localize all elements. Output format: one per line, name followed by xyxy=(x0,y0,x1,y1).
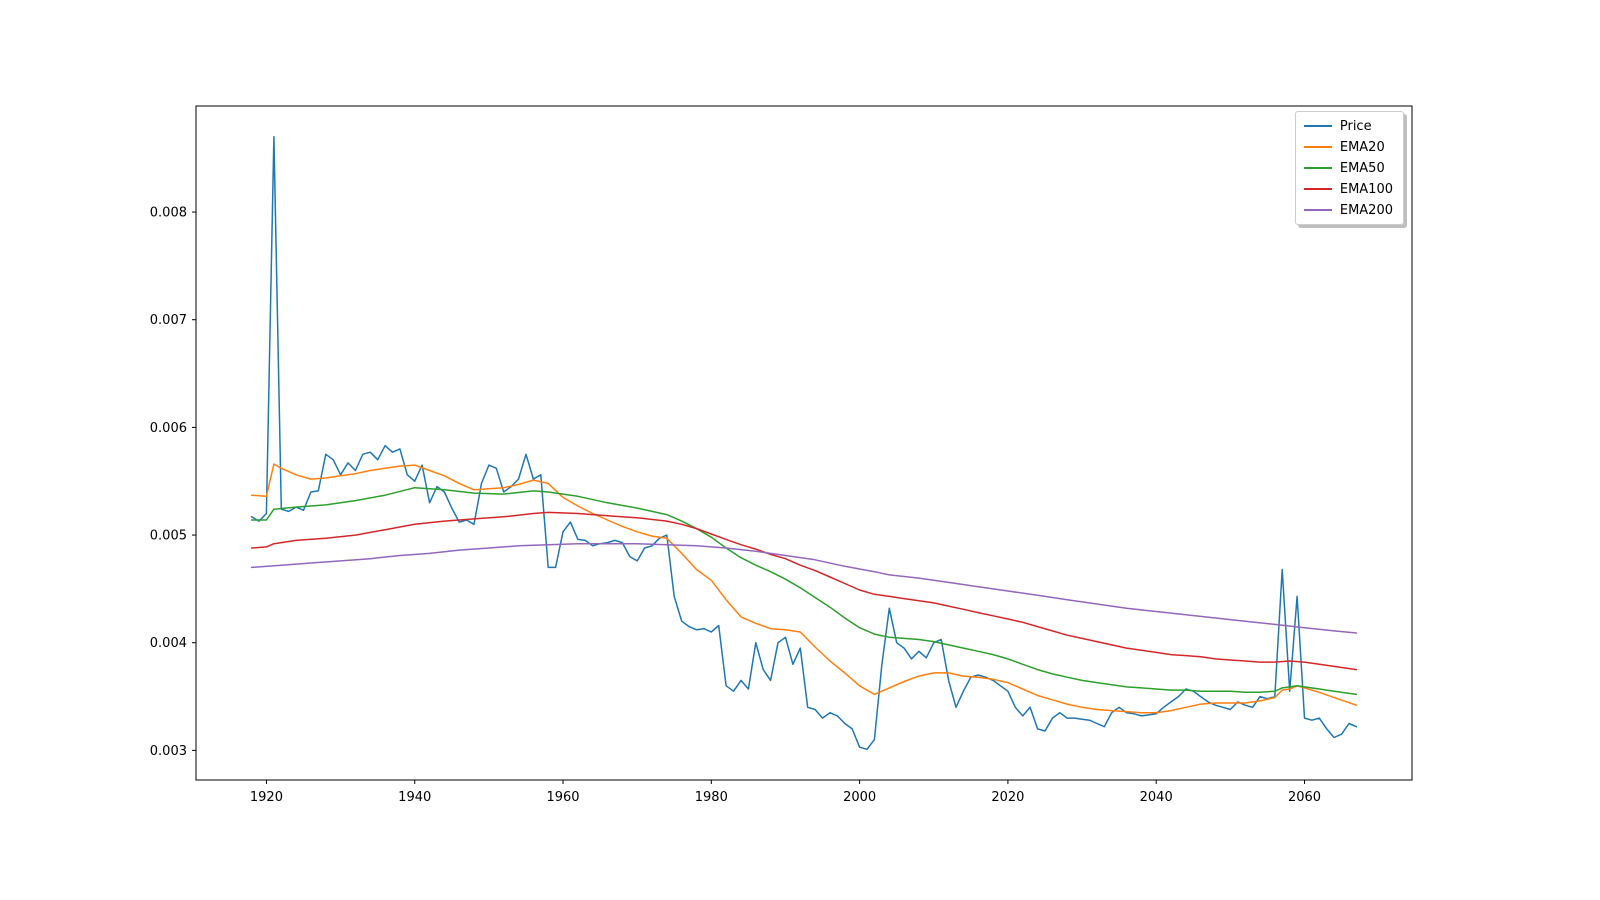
x-tick-label: 1980 xyxy=(695,790,728,805)
series-line-price xyxy=(250,135,1358,751)
series-line-ema20 xyxy=(250,463,1358,714)
x-tick-label: 2040 xyxy=(1140,790,1173,805)
x-tick-label: 2060 xyxy=(1288,790,1321,805)
x-tick-label: 2020 xyxy=(991,790,1024,805)
legend-item-ema50: EMA50 xyxy=(1303,160,1393,176)
y-tick-label: 0.008 xyxy=(150,206,187,221)
x-tick-label: 2000 xyxy=(843,790,876,805)
y-tick-label: 0.004 xyxy=(150,636,187,651)
legend-line-swatch xyxy=(1303,188,1332,190)
legend-line-swatch xyxy=(1303,146,1332,148)
y-tick-label: 0.005 xyxy=(150,529,187,544)
y-tick-label: 0.006 xyxy=(150,421,187,436)
x-tick-label: 1940 xyxy=(398,790,431,805)
x-tick-label: 1960 xyxy=(546,790,579,805)
series-line-ema200 xyxy=(250,542,1358,634)
y-tick-label: 0.007 xyxy=(150,313,187,328)
axes-spines xyxy=(195,105,1413,781)
legend-item-price: Price xyxy=(1303,118,1393,134)
series-line-ema100 xyxy=(250,511,1358,671)
legend-label: EMA200 xyxy=(1339,202,1393,218)
legend-label: EMA100 xyxy=(1339,181,1393,197)
legend-label: Price xyxy=(1339,118,1372,134)
legend-line-swatch xyxy=(1303,167,1332,169)
series-line-ema50 xyxy=(250,486,1358,696)
legend-item-ema100: EMA100 xyxy=(1303,181,1393,197)
legend-line-swatch xyxy=(1303,125,1332,127)
legend-label: EMA50 xyxy=(1339,160,1385,176)
y-tick-label: 0.003 xyxy=(150,744,187,759)
legend: Price EMA20 EMA50 EMA100 EMA200 xyxy=(1294,111,1404,225)
legend-label: EMA20 xyxy=(1339,139,1385,155)
legend-item-ema200: EMA200 xyxy=(1303,202,1393,218)
legend-item-ema20: EMA20 xyxy=(1303,139,1393,155)
legend-line-swatch xyxy=(1303,209,1332,211)
x-tick-label: 1920 xyxy=(250,790,283,805)
